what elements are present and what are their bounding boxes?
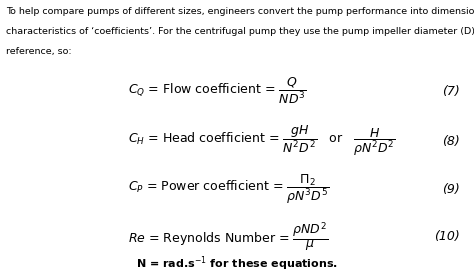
Text: reference, so:: reference, so: — [6, 47, 71, 56]
Text: (7): (7) — [442, 85, 460, 98]
Text: $Re$ = Reynolds Number = $\dfrac{\rho N D^2}{\mu}$: $Re$ = Reynolds Number = $\dfrac{\rho N … — [128, 220, 328, 253]
Text: $C_H$ = Head coefficient = $\dfrac{gH}{N^2D^2}$   or   $\dfrac{H}{\rho N^2 D^2}$: $C_H$ = Head coefficient = $\dfrac{gH}{N… — [128, 124, 396, 158]
Text: $C_Q$ = Flow coefficient = $\dfrac{Q}{ND^3}$: $C_Q$ = Flow coefficient = $\dfrac{Q}{ND… — [128, 76, 306, 106]
Text: (8): (8) — [442, 135, 460, 148]
Text: $\mathbf{N}$ = rad.s$^{-1}$ for these equations.: $\mathbf{N}$ = rad.s$^{-1}$ for these eq… — [136, 254, 338, 273]
Text: To help compare pumps of different sizes, engineers convert the pump performance: To help compare pumps of different sizes… — [6, 7, 474, 16]
Text: $C_P$ = Power coefficient = $\dfrac{\Pi_2}{\rho N^3 D^5}$: $C_P$ = Power coefficient = $\dfrac{\Pi_… — [128, 173, 329, 206]
Text: (10): (10) — [434, 230, 460, 243]
Text: characteristics of ‘coefficients’. For the centrifugal pump they use the pump im: characteristics of ‘coefficients’. For t… — [6, 27, 474, 36]
Text: (9): (9) — [442, 183, 460, 196]
